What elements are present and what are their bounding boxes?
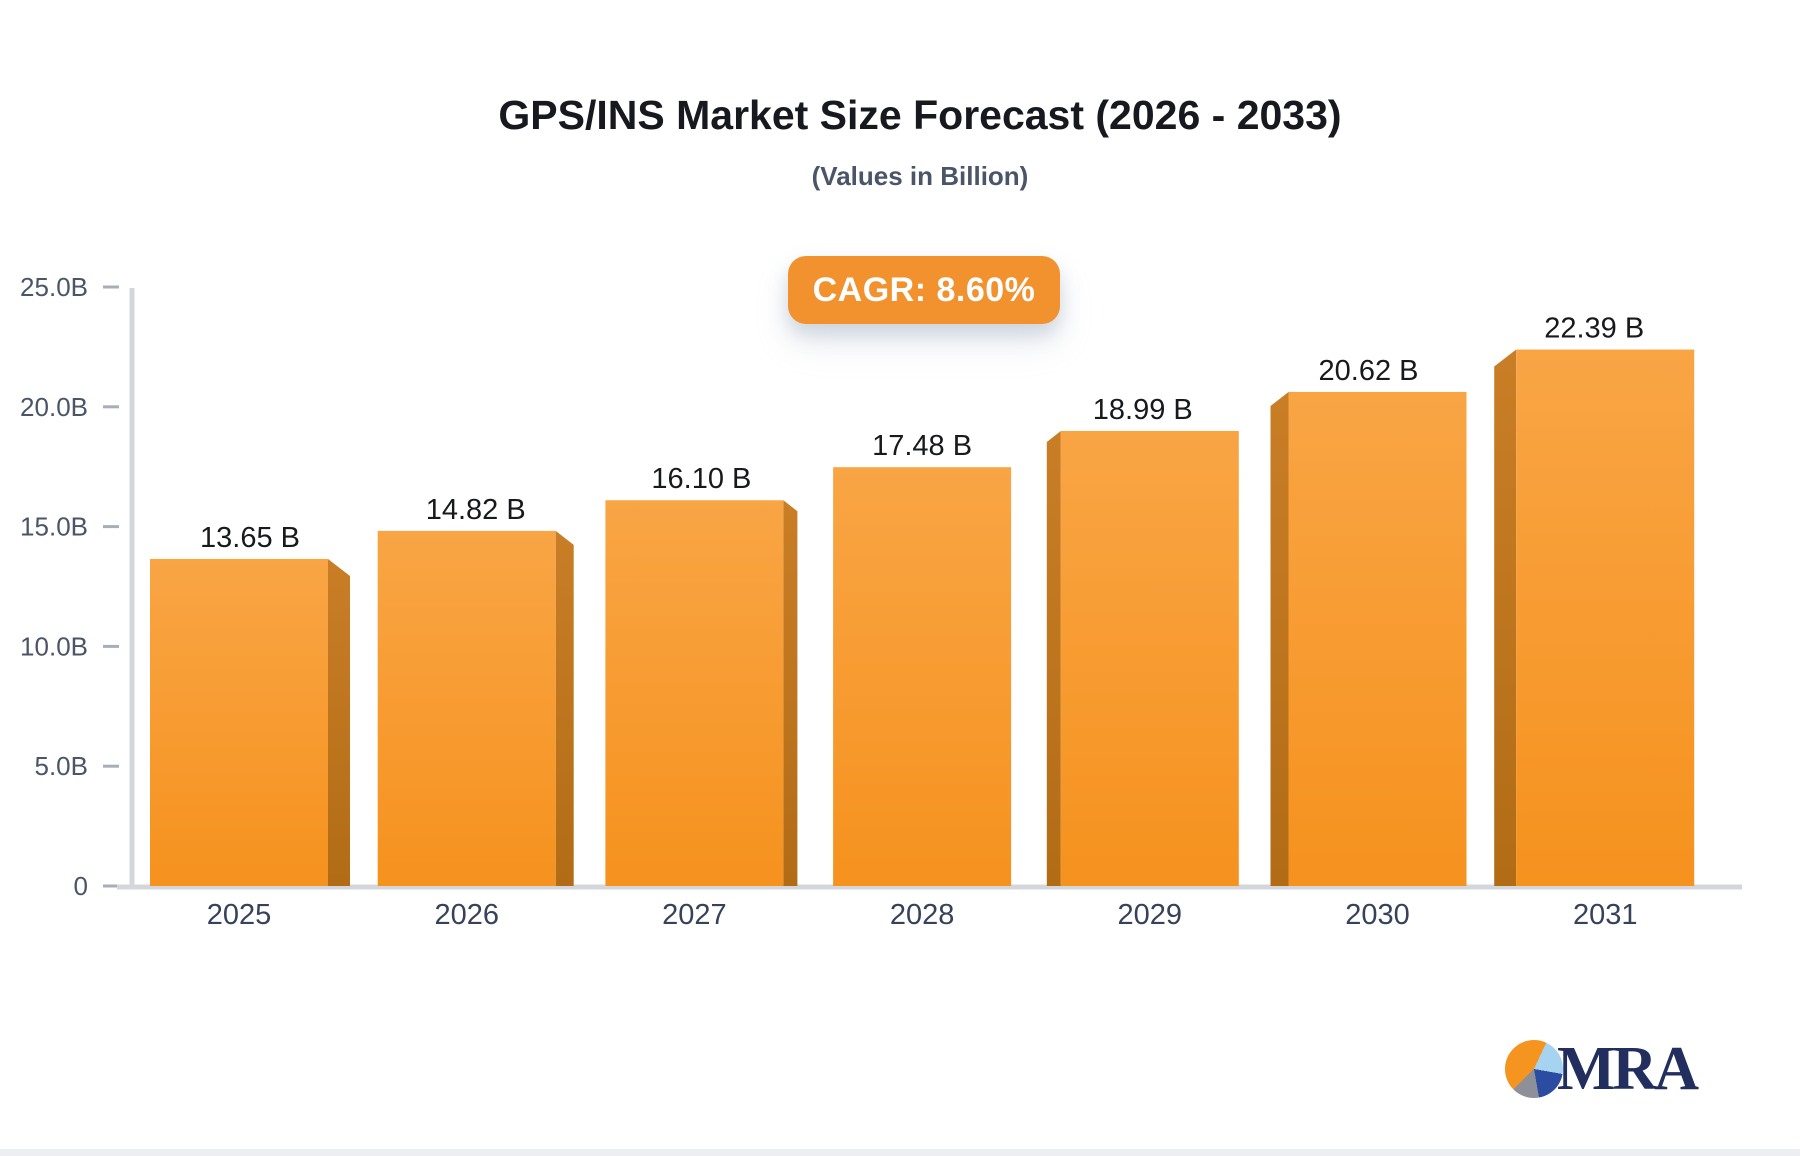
bar-face — [1288, 391, 1467, 886]
cagr-badge: CAGR: 8.60% — [788, 256, 1060, 324]
y-axis: 0 5.0B 10.0B 15.0B 20.0B 25.0B — [20, 272, 119, 901]
x-tick-label: 2026 — [434, 899, 499, 931]
bar-value-label: 18.99 B — [1093, 394, 1193, 426]
y-tick-label: 15.0B — [20, 512, 88, 542]
x-tick-label: 2027 — [662, 899, 727, 931]
y-tick-label: 20.0B — [20, 392, 88, 422]
bar-face — [1060, 430, 1239, 886]
bar-value-label: 17.48 B — [872, 430, 972, 462]
y-tick-label: 0 — [74, 871, 88, 901]
bar-face — [833, 467, 1012, 886]
bar-side-face — [555, 530, 574, 886]
mra-logo-text: MRA — [1557, 1035, 1699, 1103]
x-tick-label: 2028 — [890, 899, 955, 931]
bar-side-face — [1494, 349, 1517, 886]
x-tick-label: 2030 — [1345, 899, 1410, 931]
x-tick-label: 2025 — [207, 899, 272, 931]
cagr-badge-label: CAGR: 8.60% — [812, 270, 1036, 309]
bar-group-2029: 18.99 B 2029 — [1046, 394, 1239, 931]
bar-face — [150, 558, 328, 886]
x-tick-label: 2031 — [1573, 899, 1638, 931]
bar-face — [605, 500, 784, 886]
chart-header: GPS/INS Market Size Forecast (2026 - 203… — [0, 92, 1800, 192]
pie-chart-logo-icon — [1505, 1040, 1563, 1098]
bar-side-face — [1046, 430, 1061, 886]
bar-face — [377, 530, 556, 886]
bar-value-label: 14.82 B — [426, 494, 526, 526]
chart-title: GPS/INS Market Size Forecast (2026 - 203… — [498, 92, 1342, 138]
bar-side-face — [1270, 391, 1289, 886]
mra-logo: MRA — [1505, 1035, 1699, 1103]
x-tick-label: 2029 — [1118, 899, 1183, 931]
y-tick-label: 10.0B — [20, 631, 88, 661]
bar-value-label: 22.39 B — [1544, 313, 1644, 345]
y-tick-label: 5.0B — [35, 751, 89, 781]
bar-group-2031: 22.39 B 2031 — [1494, 313, 1695, 931]
bar-group-2028: 17.48 B 2028 — [833, 430, 1012, 931]
bar-side-face — [328, 558, 350, 886]
bar-side-face — [783, 500, 798, 886]
bar-group-2025: 13.65 B 2025 — [150, 522, 350, 931]
bar-group-2030: 20.62 B 2030 — [1270, 355, 1467, 931]
chart-subtitle: (Values in Billion) — [811, 161, 1029, 191]
bar-group-2026: 14.82 B 2026 — [377, 494, 574, 931]
bottom-edge-strip — [0, 1149, 1800, 1156]
bar-value-label: 20.62 B — [1319, 355, 1419, 387]
y-tick-label: 25.0B — [20, 272, 88, 302]
bar-value-label: 16.10 B — [651, 463, 751, 495]
bar-face — [1516, 349, 1695, 886]
bar-value-label: 13.65 B — [200, 522, 300, 554]
bar-group-2027: 16.10 B 2027 — [605, 463, 798, 931]
